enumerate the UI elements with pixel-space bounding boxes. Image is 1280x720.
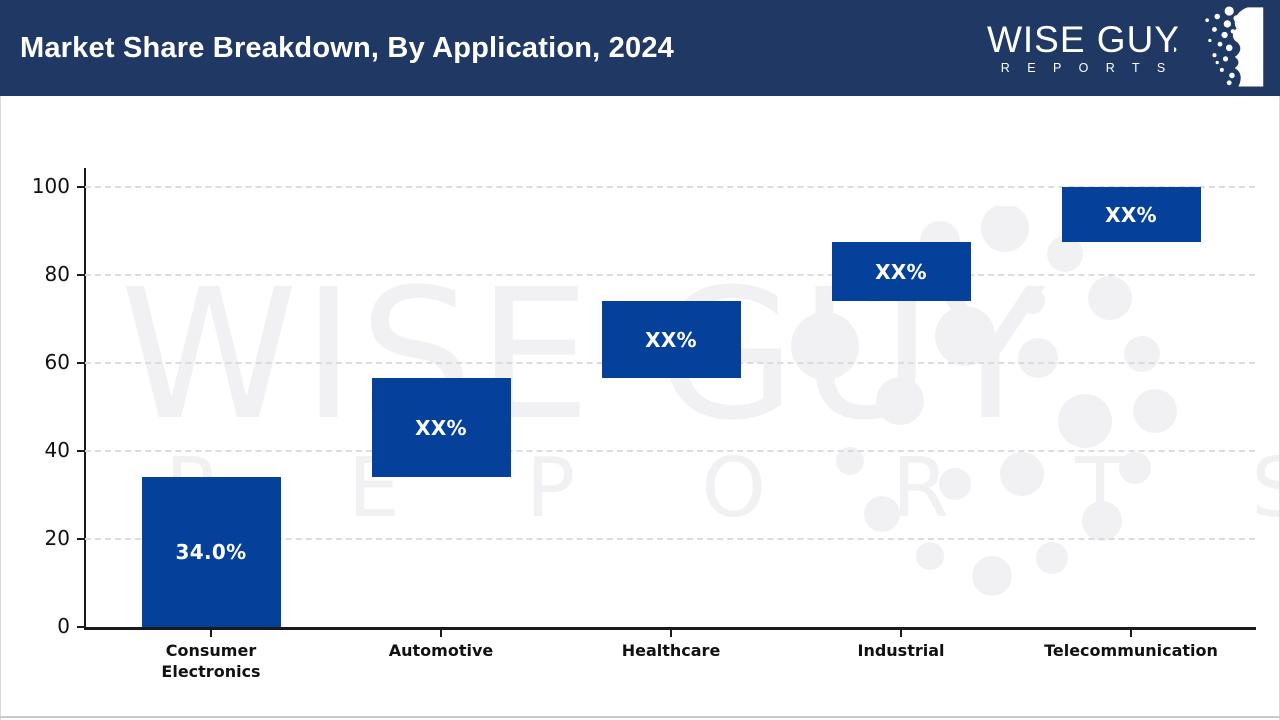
bar-healthcare: XX% [601, 301, 741, 379]
bar-telecommunication: XX% [1061, 187, 1201, 242]
x-tick-mark [670, 630, 672, 637]
bar-value-label: 34.0% [175, 540, 247, 565]
x-tick-mark [440, 630, 442, 637]
y-tick-mark [77, 274, 84, 276]
bar-value-label: XX% [645, 327, 697, 352]
x-axis-spine [84, 627, 1256, 630]
y-tick-label: 100 [31, 174, 70, 198]
x-tick-mark [900, 630, 902, 637]
x-tick-mark [1130, 630, 1132, 637]
y-tick-mark [77, 362, 84, 364]
y-tick-label: 20 [44, 526, 70, 550]
x-category-label: Telecommunication [1044, 641, 1218, 660]
y-tick-mark [77, 186, 84, 188]
wise-guy-head-icon [1171, 2, 1266, 94]
left-edge-line [0, 96, 1, 720]
y-axis-spine [84, 168, 86, 630]
gridline [85, 186, 1255, 188]
wise-guy-logo: WISE GUY R E P O R T S [987, 0, 1280, 96]
bar-value-label: XX% [1105, 202, 1157, 227]
y-tick-mark [77, 538, 84, 540]
x-tick-mark [210, 630, 212, 637]
bar-consumer-electronics: 34.0% [141, 477, 281, 627]
gridline [85, 450, 1255, 452]
x-category-label: Healthcare [621, 641, 721, 660]
y-tick-label: 80 [44, 262, 70, 286]
bar-value-label: XX% [875, 259, 927, 284]
chart-canvas: WISE GUY R E P O R T S 0 20 40 60 80 100 34.0%… [0, 96, 1280, 720]
x-category-label: Automotive [388, 641, 494, 660]
logo-sub-text: R E P O R T S [1000, 61, 1173, 75]
y-tick-label: 0 [57, 614, 70, 638]
logo-text: WISE GUY R E P O R T S [987, 21, 1180, 75]
y-tick-label: 40 [44, 438, 70, 462]
x-category-label: Consumer Electronics [161, 641, 261, 681]
bar-industrial: XX% [831, 242, 971, 302]
y-tick-mark [77, 450, 84, 452]
x-category-label: Industrial [857, 641, 945, 660]
bar-automotive: XX% [371, 378, 511, 478]
gridline [85, 274, 1255, 276]
y-tick-label: 60 [44, 350, 70, 374]
header-bar: Market Share Breakdown, By Application, … [0, 0, 1280, 96]
page-title: Market Share Breakdown, By Application, … [20, 31, 674, 64]
bar-value-label: XX% [415, 415, 467, 440]
bottom-rule-line [0, 716, 1280, 718]
gridline [85, 538, 1255, 540]
y-tick-mark [77, 626, 84, 628]
logo-brand-text: WISE GUY [986, 19, 1180, 60]
